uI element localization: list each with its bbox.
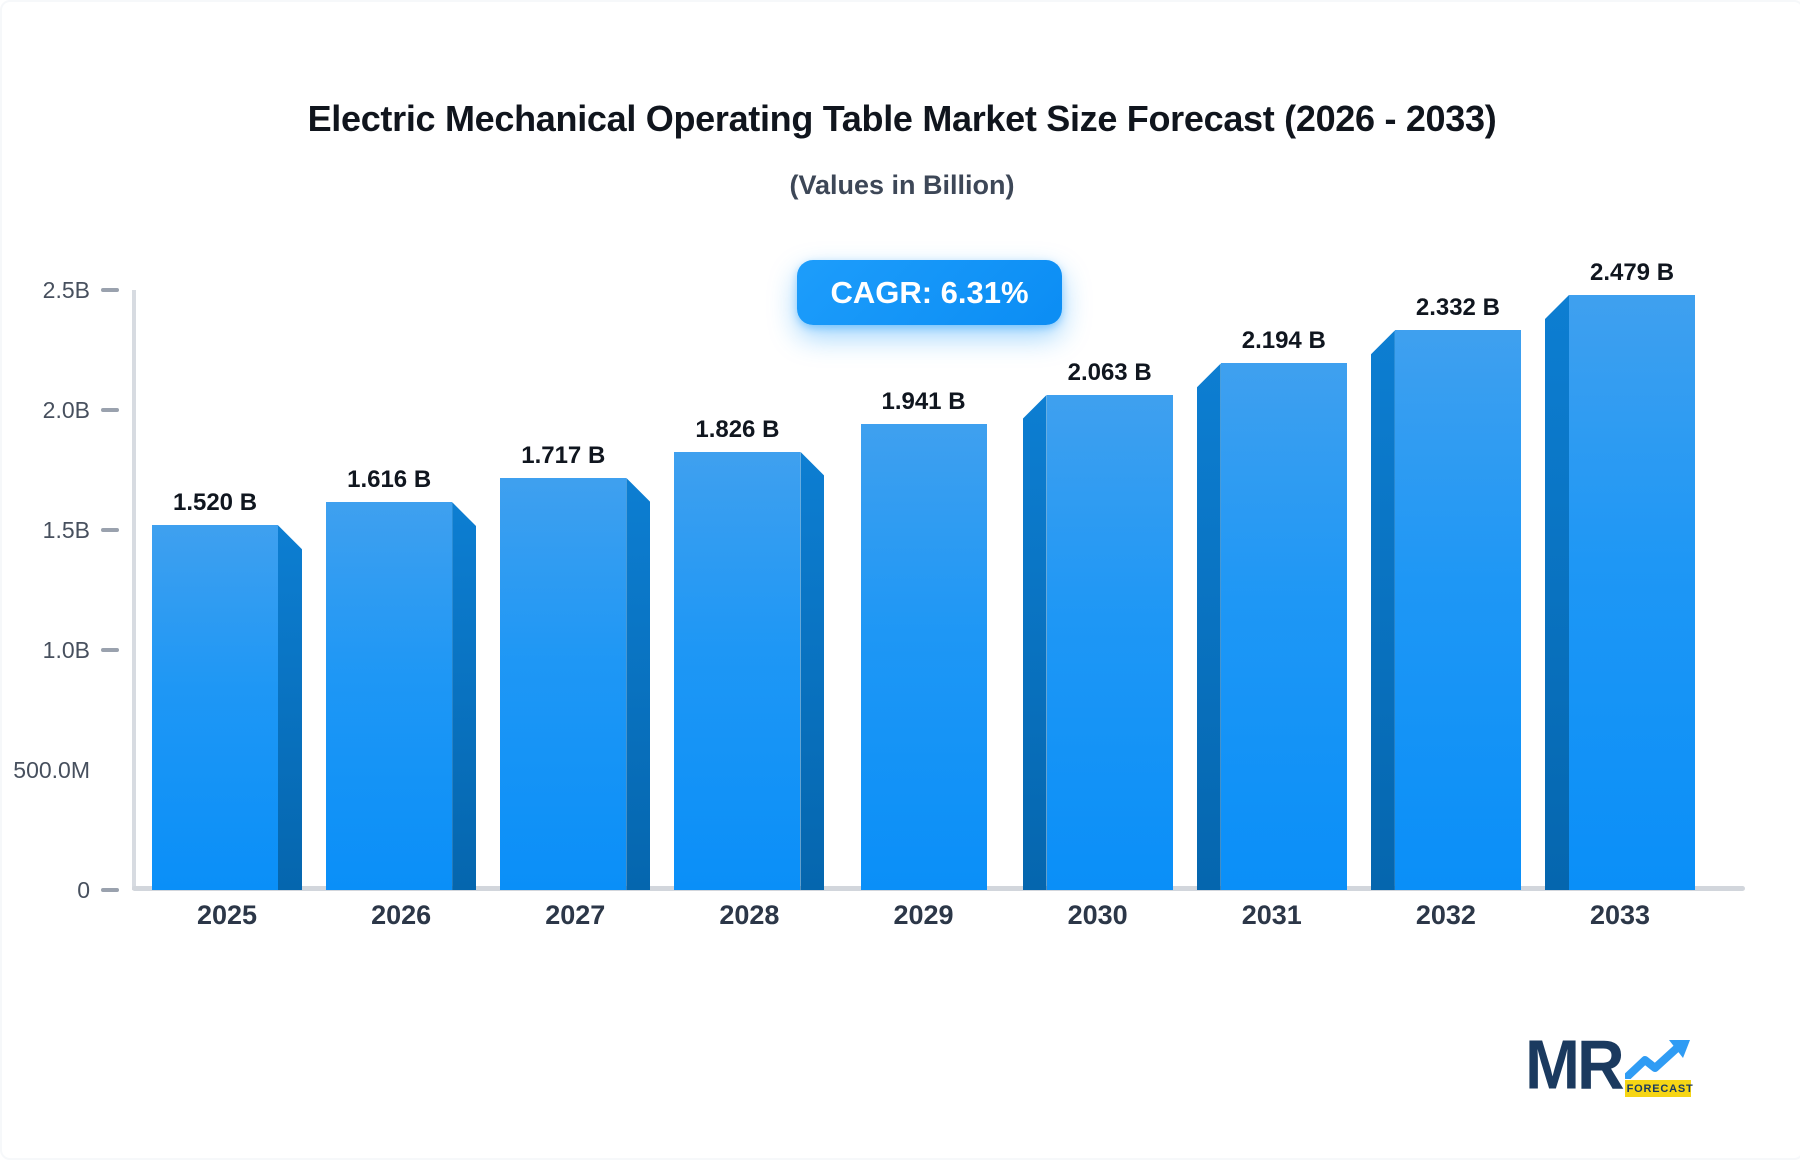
bar-value-label: 1.941 B (881, 388, 966, 416)
bar-side-face (452, 502, 477, 890)
logo-forecast-tag: FORECAST (1624, 1079, 1693, 1097)
bar-group-2027: 1.717 B (500, 442, 651, 890)
plot-area: 1.520 B 1.616 B 1.717 B 1.826 B 1.941 B 2.063… (132, 259, 1745, 890)
bar-side-face (1196, 363, 1221, 890)
mrforecast-logo: MR FORECAST (1525, 1029, 1693, 1099)
bar-side-face (626, 477, 651, 890)
cagr-badge-label: CAGR: 6.31% (830, 274, 1029, 310)
bar-group-2028: 1.826 B (674, 416, 825, 890)
bar-face (860, 424, 987, 890)
bar-side-face (1022, 394, 1047, 890)
y-axis-line (132, 290, 136, 890)
y-tick-label: 1.5B (42, 517, 90, 543)
x-tick-label: 2025 (196, 900, 258, 930)
bar-group-2029: 1.941 B (849, 388, 999, 890)
cagr-badge: CAGR: 6.31% (797, 260, 1062, 325)
y-tick-dash (101, 408, 119, 412)
x-tick-label: 2031 (1241, 900, 1302, 930)
x-tick-label: 2033 (1589, 900, 1651, 930)
bar-face (1046, 394, 1173, 890)
bar-value-label: 2.194 B (1241, 327, 1326, 355)
bar-value-label: 2.063 B (1067, 358, 1152, 386)
bar-face (1220, 363, 1347, 890)
bar-value-label: 1.717 B (521, 441, 606, 469)
y-tick-label: 1.0B (42, 637, 90, 663)
y-tick-dash (101, 648, 119, 652)
bar-group-2025: 1.520 B (152, 489, 302, 890)
logo-right-column: FORECAST (1624, 1039, 1693, 1097)
bar-side-face (1545, 295, 1569, 890)
y-tick-dash (101, 288, 119, 292)
x-tick-label: 2030 (1067, 900, 1128, 930)
x-tick-label: 2026 (371, 900, 432, 930)
x-tick-label: 2028 (719, 900, 780, 930)
bar-side-face (800, 451, 825, 890)
bar-face (1394, 330, 1521, 890)
y-tick-dash (101, 528, 119, 532)
bar-side-face (1370, 330, 1395, 890)
y-tick-dash (101, 888, 119, 892)
bar-value-label: 2.332 B (1415, 294, 1500, 322)
logo-mr-text: MR (1525, 1024, 1625, 1104)
chart-subtitle: (Values in Billion) (789, 170, 1015, 200)
bar-value-label: 1.520 B (172, 489, 258, 517)
bar-face (326, 502, 453, 890)
x-tick-label: 2027 (545, 900, 606, 930)
x-tick-label: 2032 (1415, 900, 1476, 930)
x-tick-label: 2029 (893, 900, 954, 930)
y-tick-label: 2.0B (42, 397, 90, 423)
bar-value-label: 1.616 B (347, 466, 432, 494)
bar-group-2030: 2.063 B (1022, 359, 1173, 890)
bar-group-2032: 2.332 B (1370, 294, 1521, 890)
bar-group-2026: 1.616 B (326, 466, 477, 890)
bar-value-label: 2.479 B (1589, 259, 1675, 287)
bar-face (500, 477, 627, 890)
bar-group-2031: 2.194 B (1196, 327, 1347, 890)
y-tick-label: 500.0M (13, 757, 90, 783)
bar-face (674, 451, 801, 890)
bar-face (152, 525, 278, 890)
logo-trend-arrow-icon (1624, 1039, 1690, 1079)
bar-group-2033: 2.479 B (1545, 259, 1695, 890)
y-tick-label: 2.5B (42, 277, 90, 303)
y-tick-label: 0 (77, 877, 90, 903)
bar-value-label: 1.826 B (695, 415, 780, 443)
chart-title: Electric Mechanical Operating Table Mark… (307, 98, 1497, 139)
bar-face (1569, 295, 1695, 890)
bar-side-face (278, 525, 302, 890)
